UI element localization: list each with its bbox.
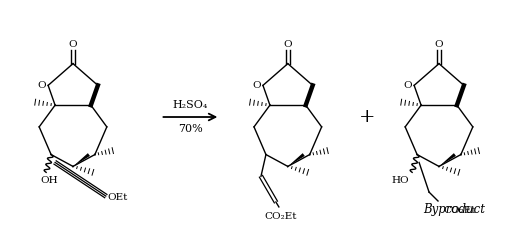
Text: OEt: OEt bbox=[108, 192, 128, 202]
Text: Byproduct: Byproduct bbox=[423, 203, 485, 216]
Text: CO₂Et: CO₂Et bbox=[443, 206, 476, 215]
Polygon shape bbox=[73, 153, 90, 166]
Text: H₂SO₄: H₂SO₄ bbox=[173, 100, 208, 110]
Text: O: O bbox=[69, 40, 77, 49]
Text: O: O bbox=[284, 40, 292, 49]
Text: HO: HO bbox=[392, 176, 409, 185]
Text: O: O bbox=[403, 81, 412, 90]
Text: 70%: 70% bbox=[178, 124, 203, 134]
Text: +: + bbox=[359, 108, 376, 126]
Polygon shape bbox=[439, 153, 456, 166]
Text: OH: OH bbox=[40, 176, 58, 185]
Text: CO₂Et: CO₂Et bbox=[265, 212, 297, 221]
Text: O: O bbox=[252, 81, 261, 90]
Polygon shape bbox=[288, 153, 305, 166]
Text: O: O bbox=[435, 40, 443, 49]
Text: O: O bbox=[37, 81, 46, 90]
